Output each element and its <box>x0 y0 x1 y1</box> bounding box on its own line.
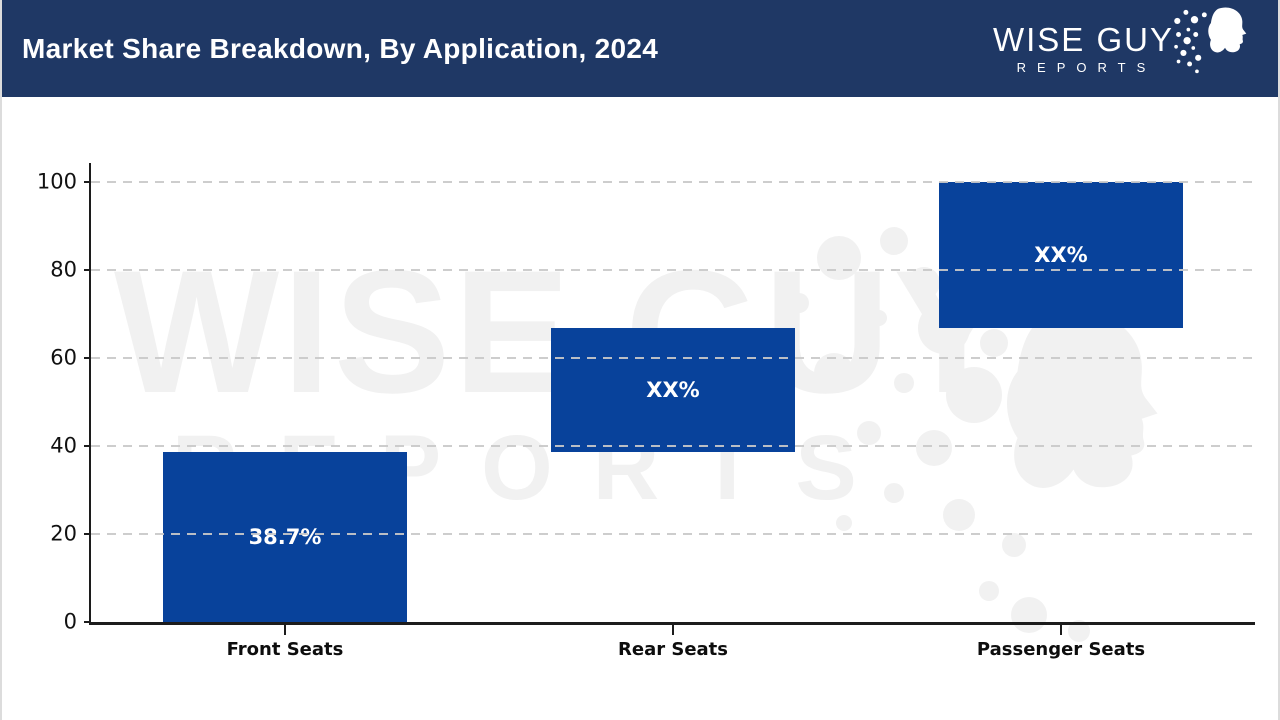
wiseguy-face-icon <box>1174 7 1247 74</box>
y-tick-mark <box>84 621 91 623</box>
header-bar: Market Share Breakdown, By Application, … <box>2 0 1278 97</box>
y-tick-label: 0 <box>63 609 77 634</box>
bar-value-label: 38.7% <box>248 524 322 549</box>
bar-value-label: XX% <box>1034 243 1088 268</box>
gridline <box>91 269 1255 271</box>
y-tick-label: 80 <box>50 257 77 282</box>
chart-area: WISE GUY REPORTS 0 20 40 60 80 100 38.7% Front … <box>2 97 1278 720</box>
y-tick-mark <box>84 269 91 271</box>
x-tick-mark <box>284 625 286 635</box>
y-tick-label: 20 <box>50 521 77 546</box>
y-tick-label: 100 <box>36 169 77 194</box>
bar-segment: 38.7% <box>163 451 407 622</box>
gridline <box>91 445 1255 447</box>
gridline <box>91 533 1255 535</box>
bar-segment: XX% <box>551 328 795 452</box>
x-axis-label: Front Seats <box>226 639 344 660</box>
wiseguy-logo: WISE GUY REPORTS <box>993 5 1264 91</box>
bar-segment: XX% <box>939 182 1183 329</box>
y-tick-mark <box>84 445 91 447</box>
logo-subtitle: REPORTS <box>1016 60 1157 75</box>
logo-text: WISE GUY REPORTS <box>993 21 1174 75</box>
watermark-face-icon <box>789 227 1158 642</box>
y-tick-label: 40 <box>50 433 77 458</box>
plot-area: 0 20 40 60 80 100 38.7% Front Seats XX% Rear Seat… <box>37 163 1255 660</box>
gridline <box>91 181 1255 183</box>
y-tick-mark <box>84 357 91 359</box>
x-axis-label: Passenger Seats <box>976 639 1146 660</box>
y-tick-mark <box>84 533 91 535</box>
bar-value-label: XX% <box>646 377 700 402</box>
x-tick-mark <box>1060 625 1062 635</box>
x-axis-label: Rear Seats <box>618 639 728 660</box>
y-tick-label: 60 <box>50 345 77 370</box>
y-tick-mark <box>84 181 91 183</box>
x-tick-mark <box>672 625 674 635</box>
logo-wordmark: WISE GUY <box>992 21 1174 58</box>
gridline <box>91 357 1255 359</box>
page-title: Market Share Breakdown, By Application, … <box>22 32 659 64</box>
